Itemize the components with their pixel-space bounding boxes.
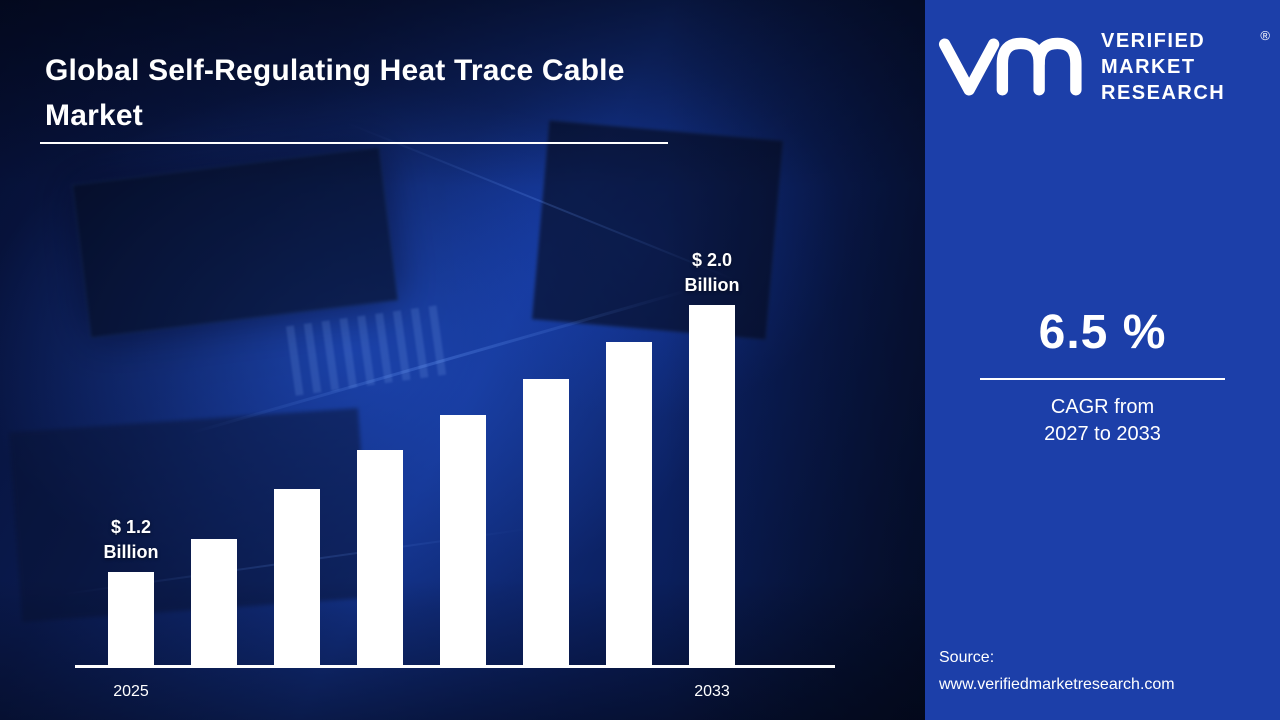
brand-line2: MARKET [1101,56,1196,78]
bar-value-label: $ 2.0 Billion [684,250,740,295]
bar [357,450,403,665]
page-title: Global Self-Regulating Heat Trace Cable … [45,48,745,138]
bar [523,379,569,665]
bar [606,342,652,665]
source-url-link[interactable]: www.verifiedmarketresearch.com [939,676,1175,693]
bar-column [440,248,486,665]
page-title-line2: Market [45,99,143,132]
brand-line1: VERIFIED [1101,30,1206,52]
cagr-value: 6.5 % [1038,306,1167,359]
title-underline [40,142,668,144]
bar-chart: $ 1.2 Billion 2025 $ 2.0 Billion 2033 [75,248,835,700]
cagr-caption-line1: CAGR from [1050,396,1155,418]
bar [274,489,320,665]
page-title-line1: Global Self-Regulating Heat Trace Cable [45,54,625,87]
brand-block: VERIFIED MARKET RESEARCH ® [937,28,1270,106]
bar-column: $ 1.2 Billion 2025 [104,248,159,700]
cagr-caption: CAGR from 2027 to 2033 [925,394,1280,448]
bar-column [274,248,320,665]
bar-column: $ 2.0 Billion 2033 [685,248,740,700]
bar-column [523,248,569,665]
cagr-divider [980,378,1225,380]
x-axis-tick-label: 2033 [694,683,730,700]
bar-value-label: $ 1.2 Billion [103,517,159,562]
cagr-caption-line2: 2027 to 2033 [1044,423,1161,445]
vmr-logo-icon [938,37,1082,96]
source-label: Source: [939,649,995,666]
bar-column [606,248,652,665]
bar [440,415,486,665]
bar-column [357,248,403,665]
bar [689,305,735,665]
brand-line3: RESEARCH [1101,82,1226,104]
bar [108,572,154,665]
info-panel: VERIFIED MARKET RESEARCH ® 6.5 % CAGR fr… [925,0,1280,720]
bar [191,539,237,665]
bar-column [191,248,237,665]
brand-wordmark: VERIFIED MARKET RESEARCH [1101,28,1225,106]
cagr-block: 6.5 % CAGR from 2027 to 2033 [925,305,1280,448]
registered-trademark-icon: ® [1260,28,1270,43]
chart-section: Global Self-Regulating Heat Trace Cable … [0,0,925,720]
x-axis-tick-label: 2025 [113,683,149,700]
source-block: Source: www.verifiedmarketresearch.com [939,644,1175,698]
